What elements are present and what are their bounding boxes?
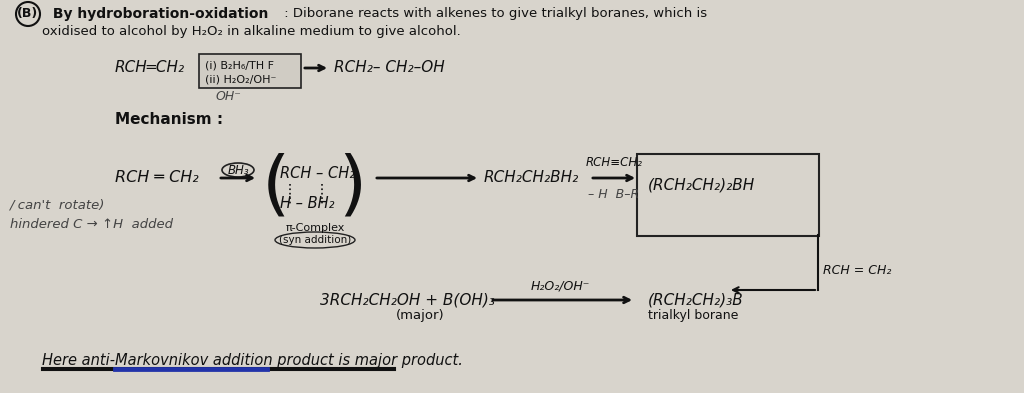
Text: RCH≡CH₂: RCH≡CH₂ [586, 156, 642, 169]
Text: (: ( [262, 152, 290, 222]
Text: Mechanism :: Mechanism : [115, 112, 223, 127]
Text: RCH═CH₂: RCH═CH₂ [115, 61, 185, 75]
Text: H – BH₂: H – BH₂ [280, 196, 335, 211]
Text: / can't  rotate): / can't rotate) [10, 198, 105, 211]
Text: trialkyl borane: trialkyl borane [648, 310, 738, 323]
Text: – H  B–R: – H B–R [589, 187, 640, 200]
Text: RCH = CH₂: RCH = CH₂ [823, 263, 891, 277]
Text: (RCH₂CH₂)₂BH: (RCH₂CH₂)₂BH [648, 178, 756, 193]
Text: oxidised to alcohol by H₂O₂ in alkaline medium to give alcohol.: oxidised to alcohol by H₂O₂ in alkaline … [42, 26, 461, 39]
Text: RCH ═ CH₂: RCH ═ CH₂ [115, 171, 199, 185]
Text: Here anti-Markovnikov addition product is major product.: Here anti-Markovnikov addition product i… [42, 353, 463, 367]
Ellipse shape [275, 232, 355, 248]
Text: π-Complex: π-Complex [286, 223, 345, 233]
Text: (syn addition): (syn addition) [279, 235, 351, 245]
Text: BH₃: BH₃ [227, 163, 249, 176]
Text: OH⁻: OH⁻ [215, 90, 241, 103]
Text: (RCH₂CH₂)₃B: (RCH₂CH₂)₃B [648, 292, 743, 307]
Text: (ii) H₂O₂/OH⁻: (ii) H₂O₂/OH⁻ [205, 74, 276, 84]
Text: H₂O₂/OH⁻: H₂O₂/OH⁻ [530, 279, 590, 292]
Text: (B): (B) [17, 7, 39, 20]
Text: RCH – CH₂: RCH – CH₂ [280, 167, 355, 182]
Text: RCH₂CH₂BH₂: RCH₂CH₂BH₂ [484, 171, 580, 185]
Text: RCH₂– CH₂–OH: RCH₂– CH₂–OH [334, 61, 444, 75]
Text: : Diborane reacts with alkenes to give trialkyl boranes, which is: : Diborane reacts with alkenes to give t… [280, 7, 708, 20]
FancyBboxPatch shape [199, 54, 301, 88]
Text: 3RCH₂CH₂OH + B(OH)₃: 3RCH₂CH₂OH + B(OH)₃ [319, 292, 495, 307]
Text: ): ) [338, 152, 366, 222]
Ellipse shape [222, 163, 254, 177]
Text: By hydroboration-oxidation: By hydroboration-oxidation [48, 7, 268, 21]
Text: (major): (major) [395, 310, 444, 323]
Text: (i) B₂H₆/TH F: (i) B₂H₆/TH F [205, 60, 274, 70]
Text: hindered C → ↑H  added: hindered C → ↑H added [10, 219, 173, 231]
